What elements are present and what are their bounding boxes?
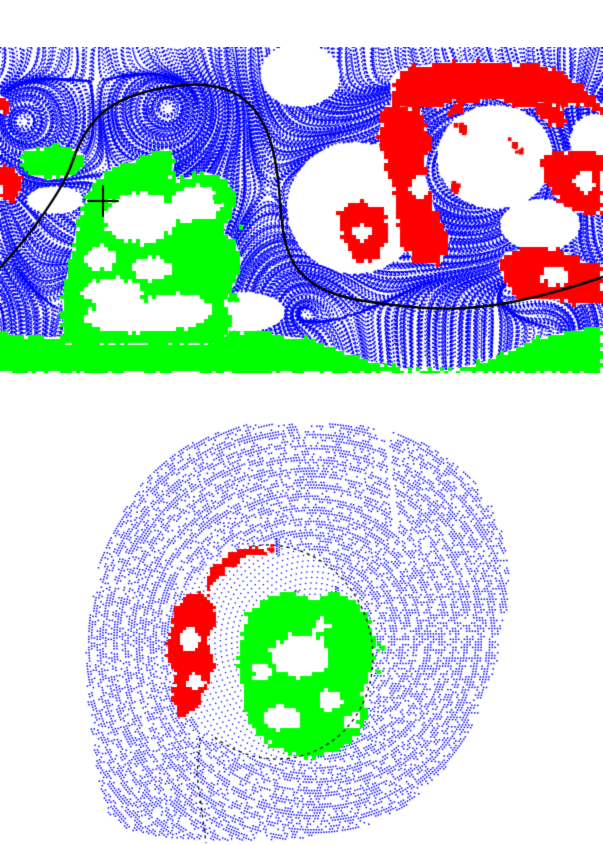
torus-3d-view-canvas [0,420,603,845]
flat-torus-flow-canvas [0,47,603,373]
